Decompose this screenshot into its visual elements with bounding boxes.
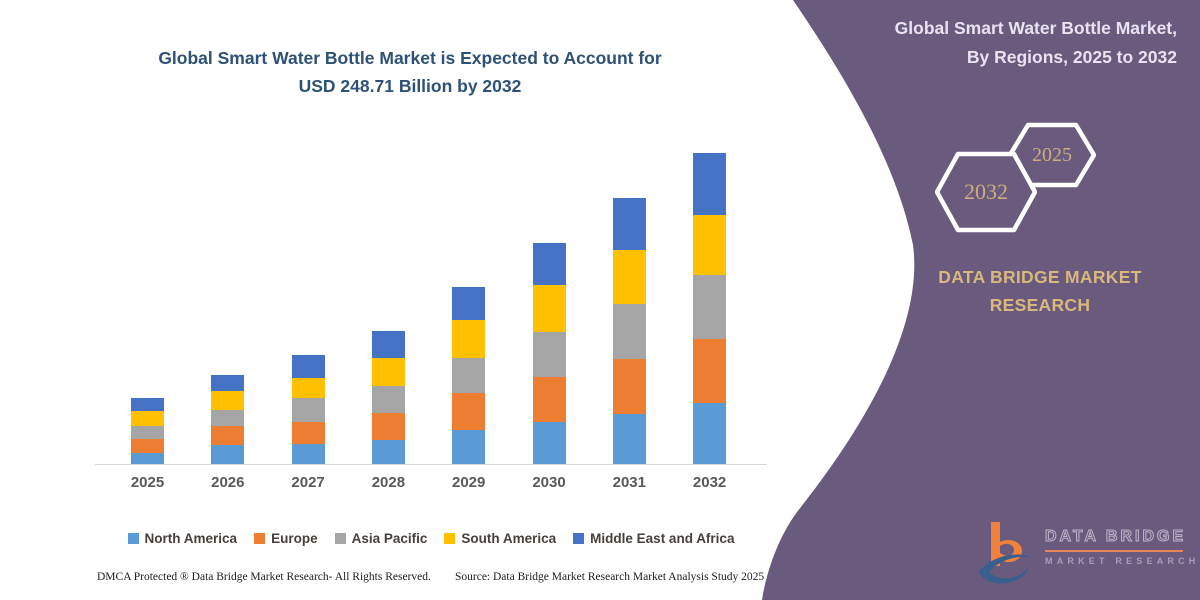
legend-swatch	[127, 533, 139, 544]
x-axis-label: 2025	[130, 474, 165, 491]
bar-segment-europe	[612, 358, 646, 414]
legend-label: South America	[461, 531, 557, 546]
chart-title-line1: Global Smart Water Bottle Market is Expe…	[158, 48, 662, 68]
dbmr-logo-icon	[979, 522, 1033, 584]
bar-segment-south-america	[211, 391, 245, 410]
bar-segment-asia-pacific	[693, 275, 727, 339]
source-text: Source: Data Bridge Market Research Mark…	[455, 571, 765, 583]
brand-line2: RESEARCH	[989, 295, 1091, 315]
bar-segment-middle-east-and-africa	[693, 153, 727, 215]
bar-segment-south-america	[693, 214, 727, 275]
bar-segment-asia-pacific	[612, 303, 646, 359]
legend-item: North America	[127, 531, 238, 546]
bar-segment-south-america	[452, 320, 486, 358]
x-axis-label: 2028	[371, 474, 406, 491]
dmca-text: DMCA Protected ® Data Bridge Market Rese…	[97, 571, 431, 583]
bar-segment-north-america	[291, 444, 325, 464]
bar-segment-south-america	[291, 377, 325, 399]
x-axis-label: 2026	[211, 474, 245, 491]
bar-segment-europe	[131, 439, 164, 454]
legend-item: Europe	[254, 531, 318, 546]
bar-segment-middle-east-and-africa	[532, 243, 566, 285]
bar-segment-middle-east-and-africa	[371, 331, 405, 358]
bar-segment-middle-east-and-africa	[211, 375, 245, 392]
bar-segment-asia-pacific	[291, 398, 325, 422]
x-axis-label: 2029	[452, 474, 486, 491]
legend-item: Middle East and Africa	[573, 531, 734, 546]
x-axis-label: 2031	[612, 474, 646, 491]
bar-segment-europe	[371, 412, 405, 440]
bar-segment-south-america	[532, 285, 566, 332]
bar-segment-north-america	[532, 422, 566, 464]
legend-item: South America	[444, 531, 556, 546]
bar-segment-north-america	[131, 453, 164, 464]
bar-segment-asia-pacific	[131, 425, 164, 440]
brand-panel: Global Smart Water Bottle Market, By Reg…	[755, 0, 1200, 600]
bar-segment-north-america	[452, 429, 486, 464]
chart-section: Global Smart Water Bottle Market is Expe…	[60, 44, 767, 583]
x-axis-label: 2030	[532, 474, 566, 491]
plot-area: 2025 2026 2027 2028 2029 2030 2031 2032	[95, 120, 767, 491]
panel-title-line2: By Regions, 2025 to 2032	[966, 47, 1177, 67]
bar-segment-asia-pacific	[211, 409, 245, 427]
bar-segment-asia-pacific	[452, 357, 486, 393]
bar-segment-north-america	[211, 445, 245, 464]
bar-segment-south-america	[131, 410, 164, 426]
legend-swatch	[444, 533, 456, 544]
x-axis-label: 2027	[291, 474, 325, 491]
bar-segment-middle-east-and-africa	[291, 354, 325, 378]
brand-line1: DATA BRIDGE MARKET	[938, 267, 1142, 287]
panel-title: Global Smart Water Bottle Market, By Reg…	[817, 14, 1177, 72]
bar-segment-south-america	[612, 250, 646, 304]
bar-segment-middle-east-and-africa	[612, 198, 646, 251]
bar-segment-middle-east-and-africa	[452, 286, 486, 320]
brand-wordmark: DATA BRIDGE MARKET RESEARCH	[900, 263, 1180, 319]
chart-title: Global Smart Water Bottle Market is Expe…	[60, 44, 760, 100]
logo-divider	[1045, 550, 1183, 552]
bar-segment-south-america	[371, 357, 405, 386]
chart-title-line2: USD 248.71 Billion by 2032	[298, 76, 522, 96]
hexagon-2032-outline	[934, 151, 1038, 233]
legend-label: Middle East and Africa	[590, 531, 735, 546]
hexagon-2025-year: 2025	[1032, 143, 1072, 166]
bar-segment-europe	[211, 426, 245, 446]
bar-segment-north-america	[371, 439, 405, 464]
legend-label: Europe	[271, 531, 318, 546]
hexagon-2032: 2032	[934, 150, 1038, 234]
bar-segment-north-america	[693, 403, 727, 464]
legend-item: Asia Pacific	[334, 531, 428, 546]
bar-segment-europe	[532, 377, 566, 423]
legend-label: North America	[144, 531, 238, 546]
legend-swatch	[254, 533, 266, 544]
panel-title-line1: Global Smart Water Bottle Market,	[894, 18, 1177, 38]
hexagon-2032-year: 2032	[964, 179, 1008, 204]
x-axis-label: 2032	[692, 474, 727, 491]
bar-segment-asia-pacific	[371, 385, 405, 413]
legend-swatch	[334, 533, 346, 544]
logo-subtitle: MARKET RESEARCH	[1045, 556, 1200, 566]
bar-segment-europe	[693, 339, 727, 403]
logo-name: DATA BRIDGE	[1044, 528, 1187, 546]
bar-segment-europe	[291, 421, 325, 444]
bar-segment-middle-east-and-africa	[131, 398, 164, 411]
bar-segment-europe	[452, 392, 486, 430]
legend: North America Europe Asia Pacific South Ame…	[95, 531, 767, 546]
legend-label: Asia Pacific	[351, 531, 428, 546]
legend-swatch	[573, 533, 585, 544]
dbmr-logo: DATA BRIDGE MARKET RESEARCH	[977, 520, 1195, 584]
bar-segment-asia-pacific	[532, 331, 566, 377]
bar-segment-north-america	[612, 413, 646, 464]
